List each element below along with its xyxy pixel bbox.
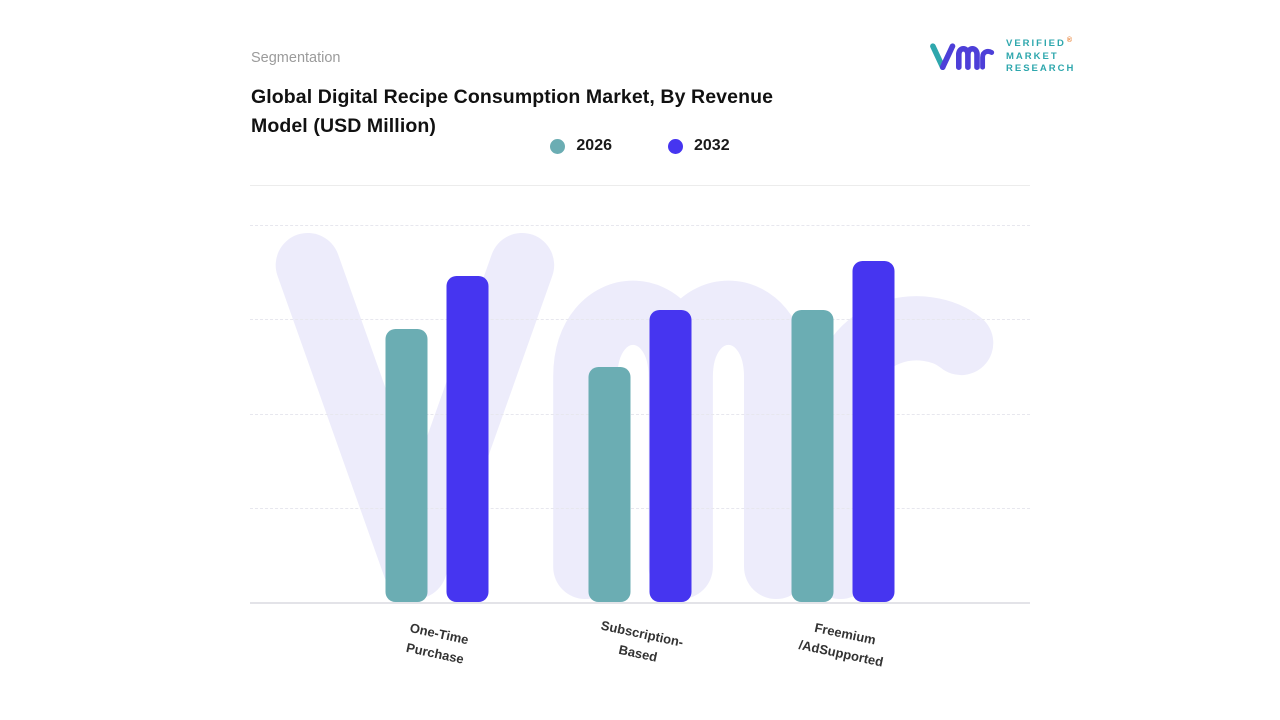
bar-group [791, 261, 895, 602]
logo-line-verified: VERIFIED® [1006, 37, 1074, 50]
segmentation-label: Segmentation [251, 50, 341, 66]
bar-2026 [385, 329, 428, 602]
category-label: Freemium /AdSupported [797, 619, 885, 670]
gridline [250, 507, 1030, 509]
chart-legend: 2026 2032 [250, 137, 1030, 155]
bar-2026 [791, 310, 834, 602]
vmr-logo-text: VERIFIED® MARKET RESEARCH [1006, 36, 1075, 76]
bar-2032 [852, 261, 895, 602]
legend-item-2026: 2026 [550, 137, 612, 155]
legend-item-2032: 2032 [668, 137, 730, 155]
chart-panel: Segmentation Global Digital Recipe Consu… [250, 0, 1030, 720]
gridline [250, 225, 1030, 226]
bar-2032 [446, 276, 489, 602]
bar-2026 [588, 367, 631, 602]
page-title-line-1: Global Digital Recipe Consumption Market… [251, 86, 774, 108]
vmr-logo-mark-icon [930, 43, 995, 70]
bar-2032 [649, 310, 692, 602]
legend-label-2026: 2026 [576, 137, 612, 154]
legend-swatch-2032 [668, 138, 683, 154]
vmr-logo: VERIFIED® MARKET RESEARCH [928, 36, 1075, 76]
gridline [250, 319, 1030, 321]
page-title: Global Digital Recipe Consumption Market… [251, 83, 773, 141]
gridline [250, 413, 1030, 415]
category-label: Subscription- Based [599, 617, 685, 665]
logo-line-market: MARKET [1006, 50, 1059, 62]
page-title-line-2: Model (USD Million) [251, 114, 436, 137]
bar-group [385, 276, 489, 602]
bar-group [588, 310, 692, 602]
legend-label-2032: 2032 [694, 137, 730, 154]
logo-line-research: RESEARCH [1006, 63, 1076, 75]
header-divider [250, 185, 1030, 186]
category-label: One-Time Purchase [405, 620, 471, 667]
plot-area: One-Time Purchase Subscription- Based Free… [250, 225, 1030, 670]
legend-swatch-2026 [550, 138, 566, 154]
registered-mark: ® [1066, 37, 1074, 45]
